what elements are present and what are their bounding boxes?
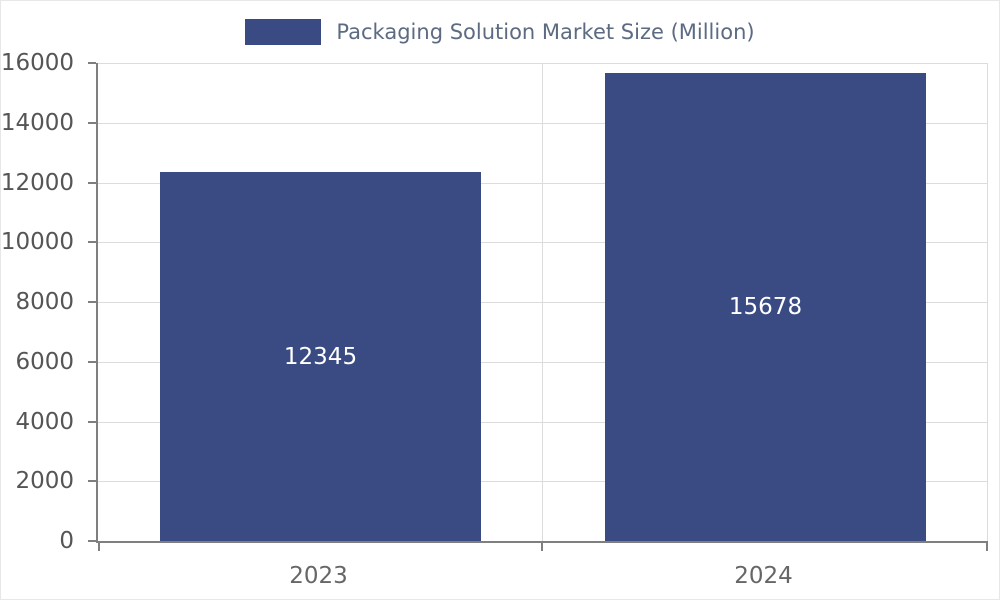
- gridline: [98, 481, 988, 483]
- y-tick-label: 14000: [0, 109, 74, 136]
- chart-legend: Packaging Solution Market Size (Million): [1, 17, 999, 47]
- plot-area: 12345 15678: [88, 62, 988, 551]
- y-tick-label: 4000: [15, 408, 74, 435]
- gridline: [98, 361, 988, 363]
- y-tick-label: 2000: [15, 468, 74, 495]
- legend-swatch: [245, 19, 322, 45]
- bar-value-label: 15678: [728, 293, 803, 320]
- y-tick-label: 8000: [15, 289, 74, 315]
- x-tick-label: 2023: [289, 563, 348, 589]
- y-tick-label: 12000: [0, 169, 74, 196]
- x-tick-mark: [98, 543, 100, 551]
- gridline: [98, 242, 988, 244]
- y-tick-mark: [88, 121, 96, 124]
- y-tick-mark: [88, 181, 96, 184]
- y-tick-mark: [88, 62, 96, 64]
- gridline: [542, 63, 543, 541]
- bar: 12345: [160, 172, 481, 541]
- y-tick-label: 16000: [0, 50, 74, 76]
- x-axis: 2023 2024: [96, 549, 986, 593]
- x-tick-label: 2024: [734, 563, 793, 589]
- gridline: [98, 63, 988, 64]
- x-tick-mark: [986, 543, 988, 551]
- y-tick-mark: [88, 241, 96, 244]
- y-tick-mark: [88, 540, 96, 542]
- gridline: [98, 122, 988, 124]
- gridline: [98, 182, 988, 184]
- y-tick-label: 0: [59, 528, 74, 554]
- chart-title: Packaging Solution Market Size (Million): [336, 20, 755, 44]
- y-tick-mark: [88, 301, 96, 303]
- bar-value-label: 12345: [283, 343, 358, 370]
- bar: 15678: [605, 72, 926, 541]
- gridline: [987, 63, 988, 541]
- y-tick-mark: [88, 360, 96, 363]
- gridline: [98, 421, 988, 423]
- gridline: [98, 302, 988, 303]
- y-tick-mark: [88, 420, 96, 423]
- y-tick-label: 10000: [0, 229, 74, 256]
- y-tick-mark: [88, 480, 96, 483]
- y-axis: 0 2000 4000 6000 8000 10000 12000 14000 16000: [0, 50, 86, 554]
- x-tick-mark: [541, 543, 543, 551]
- y-tick-label: 6000: [15, 348, 74, 375]
